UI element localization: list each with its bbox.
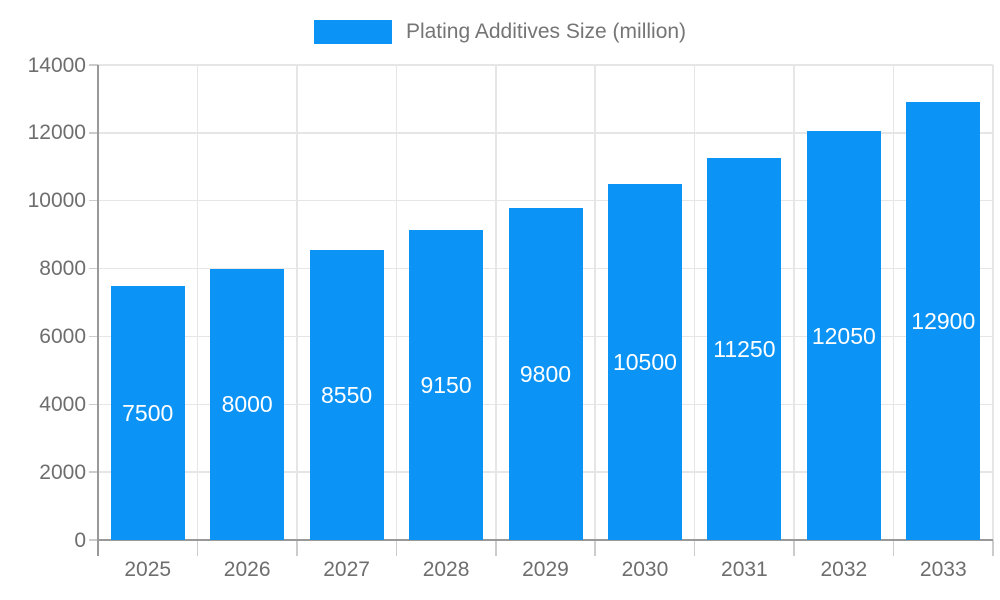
y-axis-tick [89, 539, 98, 541]
x-gridline [495, 65, 497, 540]
legend-swatch [313, 20, 392, 44]
x-gridline [693, 65, 696, 540]
legend-label: Plating Additives Size (million) [405, 20, 687, 43]
x-axis-tick [693, 540, 696, 556]
x-gridline [196, 65, 199, 540]
x-axis-line [97, 539, 993, 541]
x-axis-tick [793, 540, 795, 556]
y-axis-tick [89, 335, 98, 338]
y-gridline [98, 132, 993, 134]
y-axis-tick [89, 403, 98, 406]
x-gridline [594, 65, 596, 540]
bar [906, 102, 981, 540]
x-axis-tick-label: 2029 [522, 558, 569, 581]
bar [409, 229, 484, 540]
y-axis-tick-label: 10000 [27, 189, 86, 213]
bar [110, 285, 185, 540]
bar [607, 183, 682, 540]
x-axis-tick [196, 540, 199, 556]
x-axis-tick [97, 540, 99, 556]
x-gridline [892, 65, 895, 540]
y-axis-tick-label: 4000 [39, 392, 86, 416]
bar-value-label: 12050 [811, 322, 876, 349]
y-axis-tick [89, 267, 98, 270]
x-axis-tick-label: 2033 [919, 558, 967, 581]
bar-value-label: 8550 [321, 381, 373, 408]
x-axis-tick-label: 2031 [721, 558, 768, 581]
bar-value-label: 11250 [713, 336, 776, 363]
x-gridline [793, 65, 795, 540]
x-axis-tick [594, 540, 596, 556]
y-gridline [98, 64, 993, 66]
bar-value-label: 9800 [519, 360, 572, 387]
bar-value-label: 7500 [122, 399, 174, 426]
bar-value-label: 10500 [612, 348, 677, 375]
y-axis-tick-label: 6000 [39, 324, 86, 348]
y-axis-tick [89, 132, 98, 134]
bar-value-label: 12900 [911, 308, 976, 335]
x-axis-tick [395, 540, 398, 556]
y-axis-line [97, 65, 99, 540]
x-axis-tick [296, 540, 298, 556]
y-axis-tick [89, 199, 98, 202]
x-gridline [992, 65, 994, 540]
y-axis-tick-label: 2000 [39, 460, 86, 484]
x-axis-tick [892, 540, 895, 556]
x-axis-tick-label: 2028 [422, 558, 470, 581]
x-axis-tick-label: 2032 [820, 558, 868, 581]
x-axis-tick-label: 2025 [124, 558, 172, 581]
bar [707, 158, 782, 540]
x-axis-tick [495, 540, 497, 556]
y-axis-tick [89, 64, 98, 66]
bar [806, 131, 881, 540]
y-axis-tick-label: 8000 [39, 257, 86, 281]
y-axis-tick-label: 0 [74, 528, 86, 552]
x-gridline [296, 65, 298, 540]
bar-value-label: 8000 [221, 391, 273, 418]
bar [210, 268, 285, 540]
x-axis-tick-label: 2026 [223, 558, 271, 581]
bar [508, 207, 583, 540]
bar [309, 249, 384, 540]
x-axis-tick [992, 540, 994, 556]
y-axis-tick [89, 471, 98, 473]
x-axis-tick-label: 2027 [323, 558, 370, 581]
y-axis-tick-label: 14000 [27, 53, 86, 77]
y-axis-tick-label: 12000 [27, 121, 86, 145]
bar-value-label: 9150 [420, 371, 472, 398]
x-gridline [395, 65, 398, 540]
legend: Plating Additives Size (million) [0, 18, 1000, 46]
x-axis-tick-label: 2030 [621, 558, 669, 581]
y-gridline [98, 199, 993, 202]
